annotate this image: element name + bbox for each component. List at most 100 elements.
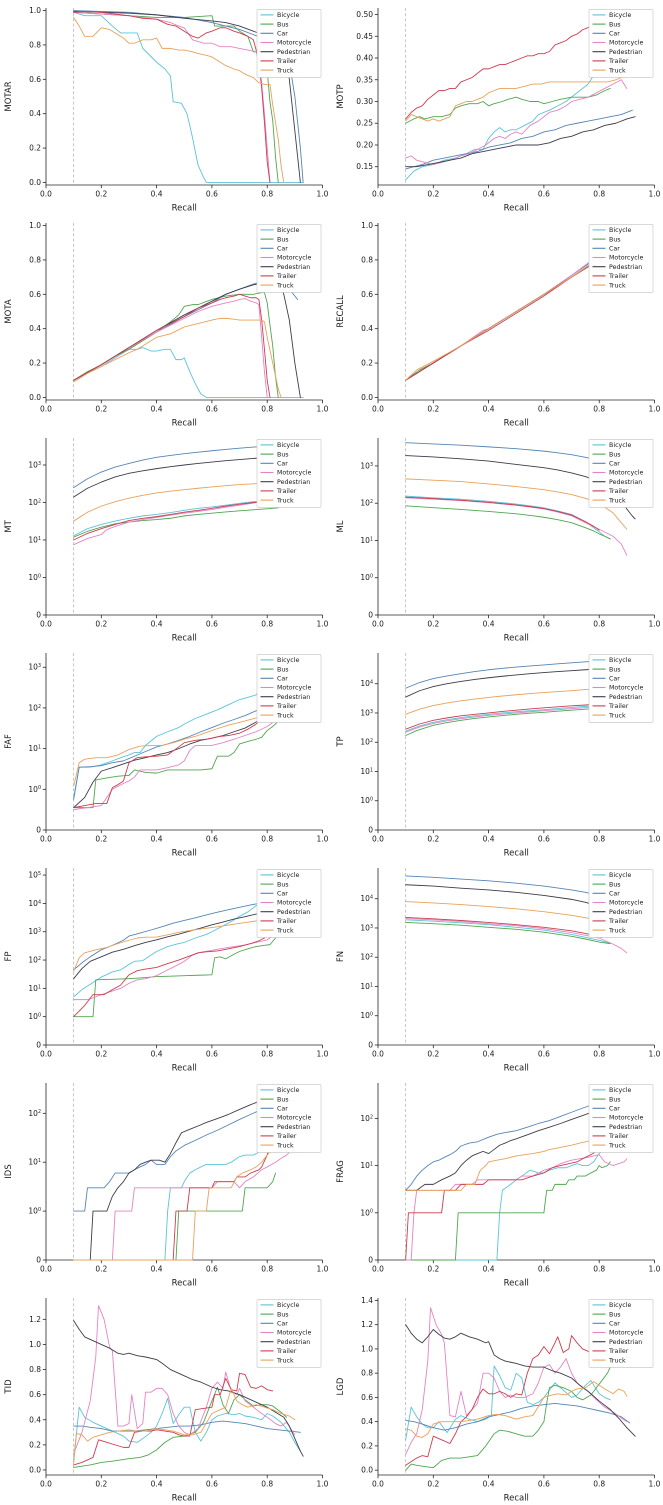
legend-label-motorcycle: Motorcycle — [277, 1115, 311, 1122]
legend-label-bicycle: Bicycle — [277, 872, 299, 879]
x-tick-label: 0.6 — [537, 190, 549, 199]
y-tick-label: 0 — [368, 1256, 373, 1265]
y-tick-label: 0.50 — [356, 10, 373, 19]
y-tick-label: 0.8 — [29, 255, 41, 264]
y-tick-label: 0.6 — [29, 75, 41, 84]
y-tick-label: 1.0 — [29, 1340, 41, 1349]
series-trailer — [73, 293, 271, 398]
series-bus — [404, 1366, 611, 1471]
legend-label-trailer: Trailer — [608, 703, 629, 710]
x-tick-label: 0.0 — [40, 835, 52, 844]
y-tick-label: 0.8 — [29, 1365, 41, 1374]
legend-label-truck: Truck — [608, 67, 626, 74]
y-tick-label: 1.0 — [361, 1344, 373, 1353]
series-pedestrian — [73, 1320, 304, 1457]
x-tick-label: 0.2 — [95, 1480, 107, 1489]
x-tick-label: 0.8 — [593, 190, 605, 199]
y-tick-label: 0.2 — [29, 144, 41, 153]
legend-label-bus: Bus — [609, 236, 621, 243]
legend-label-car: Car — [609, 31, 620, 38]
y-tick-label: 101 — [28, 1158, 41, 1167]
series-bicycle — [73, 880, 274, 998]
x-axis-label: Recall — [172, 634, 197, 644]
series-bus — [73, 932, 279, 1018]
chart-cell-faf: 0.0 0.2 0.4 0.6 0.8 1.0 0 100 101 102 103 FAF Recall… — [0, 645, 332, 860]
y-tick-label: 0 — [36, 1041, 41, 1050]
x-tick-label: 0.2 — [427, 405, 439, 414]
legend-label-motorcycle: Motorcycle — [277, 685, 311, 692]
y-tick-label: 101 — [360, 536, 373, 545]
legend-label-pedestrian: Pedestrian — [609, 909, 642, 916]
legend-label-bus: Bus — [609, 881, 621, 888]
series-bicycle — [404, 704, 608, 732]
series-bus — [404, 505, 611, 540]
x-tick-label: 0.0 — [40, 190, 52, 199]
series-truck — [73, 1387, 296, 1465]
x-tick-label: 0.4 — [151, 190, 163, 199]
x-tick-label: 0.6 — [206, 405, 218, 414]
chart-tid: 0.0 0.2 0.4 0.6 0.8 1.0 0.0 0.2 0.4 0.6 0.8 1.0 1.2 T… — [4, 1298, 329, 1504]
chart-recall: 0.0 0.2 0.4 0.6 0.8 1.0 0.0 0.2 0.4 0.6 0.8 1.0 RECA… — [336, 221, 661, 428]
x-tick-label: 0.6 — [206, 1050, 218, 1059]
y-axis-label: TID — [4, 1379, 14, 1395]
legend-label-motorcycle: Motorcycle — [277, 900, 311, 907]
series-trailer — [404, 18, 600, 120]
x-axis-label: Recall — [503, 204, 528, 214]
legend-label-bicycle: Bicycle — [277, 227, 299, 234]
x-tick-label: 1.0 — [317, 1050, 329, 1059]
series-bus — [73, 1172, 276, 1261]
series-bus — [73, 507, 279, 538]
legend-label-bicycle: Bicycle — [277, 657, 299, 664]
x-tick-label: 0.6 — [537, 835, 549, 844]
legend-label-car: Car — [277, 461, 288, 468]
legend-label-truck: Truck — [608, 1142, 626, 1149]
legend-label-truck: Truck — [276, 712, 294, 719]
legend-label-trailer: Trailer — [608, 58, 629, 65]
x-tick-label: 0.2 — [427, 620, 439, 629]
x-tick-label: 0.8 — [261, 190, 273, 199]
series-motorcycle — [404, 1154, 627, 1261]
x-tick-label: 0.4 — [482, 1050, 494, 1059]
x-tick-label: 1.0 — [648, 835, 660, 844]
legend-label-pedestrian: Pedestrian — [277, 909, 310, 916]
legend-label-truck: Truck — [608, 927, 626, 934]
x-tick-label: 0.6 — [537, 620, 549, 629]
y-tick-label: 102 — [28, 703, 41, 712]
y-tick-label: 0.8 — [361, 255, 373, 264]
legend-label-motorcycle: Motorcycle — [609, 1330, 643, 1337]
y-tick-label: 102 — [28, 956, 41, 965]
series-bus — [73, 720, 279, 809]
y-axis-label: MOTAR — [4, 81, 14, 111]
series-pedestrian — [73, 456, 274, 498]
chart-cell-lgd: 0.0 0.2 0.4 0.6 0.8 1.0 0.0 0.2 0.4 0.6 0.8 1.0 1.2 1… — [332, 1290, 663, 1505]
x-tick-label: 0.2 — [427, 1480, 439, 1489]
x-tick-label: 0.0 — [372, 1480, 384, 1489]
y-tick-label: 0.8 — [361, 1369, 373, 1378]
series-car — [404, 660, 605, 689]
y-tick-label: 0.30 — [356, 97, 373, 106]
legend-label-pedestrian: Pedestrian — [609, 479, 642, 486]
y-tick-label: 105 — [28, 871, 41, 880]
series-trailer — [404, 1144, 605, 1261]
legend-label-bicycle: Bicycle — [609, 442, 631, 449]
x-tick-label: 0.8 — [593, 1265, 605, 1274]
x-tick-label: 0.0 — [40, 405, 52, 414]
legend-label-bus: Bus — [277, 236, 289, 243]
legend-label-trailer: Trailer — [608, 273, 629, 280]
y-tick-label: 0.4 — [29, 1415, 41, 1424]
legend-label-trailer: Trailer — [608, 488, 629, 495]
x-tick-label: 0.2 — [95, 1050, 107, 1059]
chart-tp: 0.0 0.2 0.4 0.6 0.8 1.0 0 100 101 102 103 104 TP Reca… — [336, 653, 660, 859]
y-tick-label: 101 — [360, 982, 373, 991]
x-tick-label: 0.2 — [427, 1050, 439, 1059]
series-car — [73, 699, 285, 800]
x-tick-label: 1.0 — [648, 405, 660, 414]
y-tick-label: 0.4 — [29, 109, 41, 118]
x-tick-label: 0.6 — [537, 1265, 549, 1274]
series-bicycle — [73, 1129, 274, 1261]
chart-cell-fp: 0.0 0.2 0.4 0.6 0.8 1.0 0 100 101 102 103 104 105 FP R… — [0, 860, 332, 1075]
y-axis-label: FP — [4, 951, 14, 961]
chart-cell-ids: 0.0 0.2 0.4 0.6 0.8 1.0 0 100 101 102 IDS Recall Bic… — [0, 1075, 332, 1290]
x-tick-label: 0.4 — [151, 1480, 163, 1489]
legend-label-bicycle: Bicycle — [609, 1302, 631, 1309]
